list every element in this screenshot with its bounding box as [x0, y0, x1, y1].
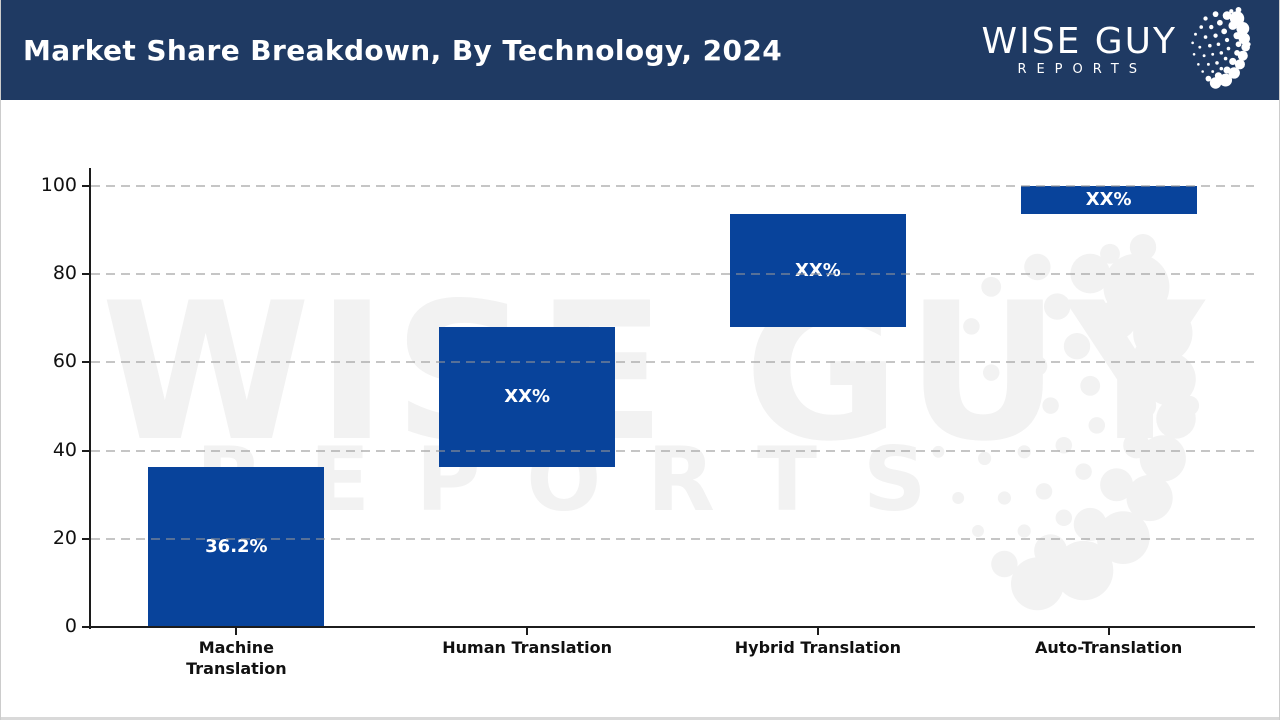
gridline-20: [91, 537, 1254, 540]
y-tick-mark: [82, 537, 91, 540]
bar-auto-translation: XX%: [1020, 186, 1197, 215]
y-tick-mark: [82, 185, 91, 187]
y-tick-label-80: 80: [52, 262, 77, 285]
y-tick-label-40: 40: [52, 438, 77, 461]
x-tick-mark: [816, 627, 819, 635]
brand-logo: WISE GUY REPORTS: [982, 7, 1256, 93]
x-category-label-auto-translation: Auto-Translation: [1034, 638, 1183, 657]
y-axis-line: [89, 168, 91, 629]
bar-human-translation: XX%: [439, 327, 616, 468]
x-category-label-machine-translation: Machine Translation: [186, 638, 287, 678]
x-tick-mark: [526, 627, 529, 635]
y-tick-mark: [82, 361, 91, 364]
gridline-100: [91, 185, 1254, 187]
gridline-40: [91, 449, 1254, 452]
header: Market Share Breakdown, By Technology, 2…: [1, 0, 1279, 100]
x-tick-mark: [1107, 627, 1110, 635]
x-category-label-human-translation: Human Translation: [442, 638, 612, 657]
bar-value-label: XX%: [794, 259, 841, 281]
bar-machine-translation: 36.2%: [148, 467, 325, 627]
bar-hybrid-translation: XX%: [729, 214, 906, 328]
brand-logo-text: WISE GUY REPORTS: [982, 23, 1178, 76]
gridline-60: [91, 361, 1254, 364]
bar-value-label: 36.2%: [205, 536, 268, 558]
bar-value-label: XX%: [1085, 189, 1132, 211]
bottom-edge-line: [1, 717, 1279, 720]
x-tick-mark: [235, 627, 238, 635]
x-axis-line: [89, 626, 1255, 628]
bar-value-label: XX%: [504, 386, 551, 408]
gridline-80: [91, 273, 1254, 276]
y-tick-label-0: 0: [64, 615, 77, 637]
y-tick-label-20: 20: [52, 526, 77, 549]
x-category-label-hybrid-translation: Hybrid Translation: [734, 638, 901, 657]
y-tick-mark: [82, 273, 91, 276]
y-tick-label-60: 60: [52, 350, 77, 373]
logo-subtitle: REPORTS: [1017, 62, 1148, 78]
watermark-wordmark: WISE GUY: [101, 262, 1210, 483]
logo-wordmark: WISE GUY: [981, 21, 1177, 63]
y-tick-label-100: 100: [40, 174, 77, 196]
y-tick-mark: [82, 449, 91, 452]
y-tick-mark: [82, 626, 91, 628]
page-title: Market Share Breakdown, By Technology, 2…: [23, 33, 783, 67]
